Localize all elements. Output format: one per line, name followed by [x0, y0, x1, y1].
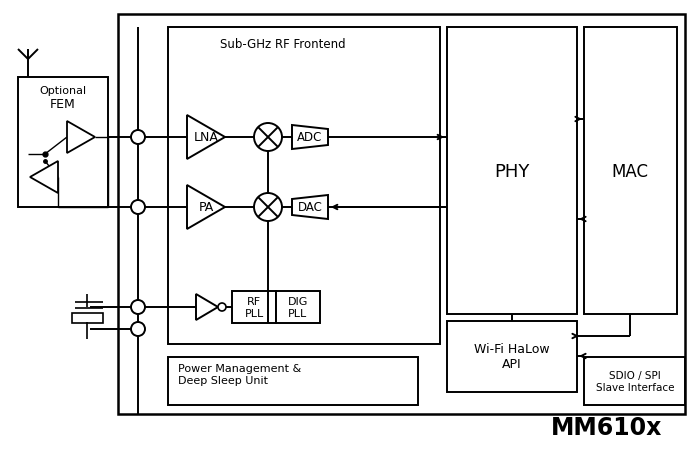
- Circle shape: [218, 303, 226, 311]
- Bar: [447, 321, 577, 392]
- Bar: [584, 28, 677, 314]
- Text: Power Management &
Deep Sleep Unit: Power Management & Deep Sleep Unit: [178, 364, 301, 385]
- Text: MAC: MAC: [612, 162, 648, 180]
- Bar: [232, 291, 276, 323]
- Polygon shape: [292, 126, 328, 150]
- Text: PA: PA: [198, 201, 214, 214]
- Polygon shape: [187, 116, 225, 160]
- Bar: [168, 357, 418, 405]
- Bar: [447, 28, 577, 314]
- Bar: [18, 78, 108, 207]
- Bar: [118, 15, 685, 414]
- Bar: [584, 357, 685, 405]
- Text: ADC: ADC: [298, 131, 323, 144]
- Text: PHY: PHY: [494, 162, 530, 180]
- Circle shape: [131, 131, 145, 145]
- Text: LNA: LNA: [194, 131, 218, 144]
- Text: DAC: DAC: [298, 201, 323, 214]
- Polygon shape: [67, 122, 95, 154]
- Text: Optional: Optional: [39, 86, 87, 96]
- Polygon shape: [30, 162, 58, 194]
- Text: DIG
PLL: DIG PLL: [288, 297, 308, 318]
- Polygon shape: [196, 294, 218, 320]
- Text: Wi-Fi HaLow
API: Wi-Fi HaLow API: [474, 342, 550, 370]
- Polygon shape: [292, 196, 328, 219]
- Text: SDIO / SPI
Slave Interface: SDIO / SPI Slave Interface: [596, 370, 674, 392]
- Text: Sub-GHz RF Frontend: Sub-GHz RF Frontend: [220, 38, 346, 51]
- Bar: [168, 28, 440, 344]
- Circle shape: [131, 201, 145, 214]
- Circle shape: [254, 194, 282, 222]
- Text: FEM: FEM: [50, 98, 76, 111]
- Text: MM610x: MM610x: [551, 415, 662, 439]
- Text: RF
PLL: RF PLL: [244, 297, 264, 318]
- Circle shape: [131, 300, 145, 314]
- Polygon shape: [187, 185, 225, 230]
- Bar: [276, 291, 320, 323]
- Bar: [72, 313, 103, 323]
- Circle shape: [131, 322, 145, 336]
- Circle shape: [254, 124, 282, 151]
